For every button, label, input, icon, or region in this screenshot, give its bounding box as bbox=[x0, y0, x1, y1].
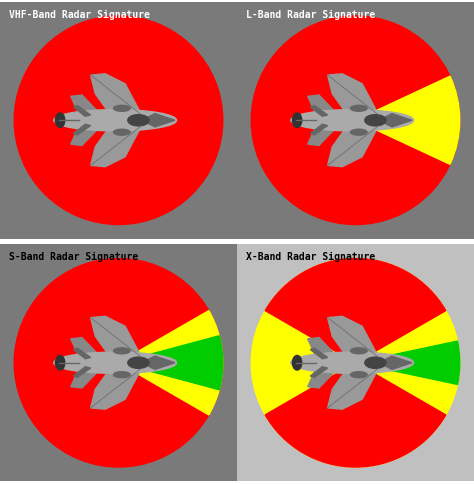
Polygon shape bbox=[91, 368, 142, 409]
Ellipse shape bbox=[350, 348, 367, 354]
Wedge shape bbox=[265, 363, 446, 467]
Ellipse shape bbox=[113, 106, 130, 112]
Ellipse shape bbox=[128, 357, 149, 369]
Polygon shape bbox=[73, 367, 91, 378]
Circle shape bbox=[251, 17, 460, 225]
Wedge shape bbox=[356, 77, 460, 165]
Ellipse shape bbox=[350, 372, 367, 378]
Circle shape bbox=[14, 259, 223, 467]
Polygon shape bbox=[310, 367, 328, 378]
Wedge shape bbox=[118, 311, 223, 415]
Ellipse shape bbox=[128, 115, 149, 127]
Ellipse shape bbox=[113, 130, 130, 136]
Wedge shape bbox=[356, 341, 460, 385]
Polygon shape bbox=[385, 356, 412, 370]
Polygon shape bbox=[91, 317, 142, 358]
Polygon shape bbox=[385, 114, 412, 128]
Ellipse shape bbox=[291, 110, 413, 132]
Polygon shape bbox=[91, 75, 142, 116]
Text: X-Band Radar Signature: X-Band Radar Signature bbox=[246, 252, 376, 262]
Polygon shape bbox=[73, 125, 91, 136]
Ellipse shape bbox=[292, 356, 302, 370]
Polygon shape bbox=[148, 114, 175, 128]
Polygon shape bbox=[308, 338, 336, 356]
Ellipse shape bbox=[113, 348, 130, 354]
Polygon shape bbox=[310, 348, 328, 359]
Polygon shape bbox=[308, 96, 336, 114]
Ellipse shape bbox=[54, 352, 176, 374]
Wedge shape bbox=[265, 259, 446, 363]
Ellipse shape bbox=[55, 114, 65, 128]
Ellipse shape bbox=[350, 130, 367, 136]
Wedge shape bbox=[118, 336, 223, 390]
Polygon shape bbox=[328, 317, 379, 358]
Polygon shape bbox=[310, 106, 328, 117]
Polygon shape bbox=[71, 96, 99, 114]
Ellipse shape bbox=[113, 372, 130, 378]
Polygon shape bbox=[308, 370, 336, 388]
Ellipse shape bbox=[350, 106, 367, 112]
Polygon shape bbox=[73, 106, 91, 117]
Ellipse shape bbox=[292, 114, 302, 128]
Ellipse shape bbox=[291, 352, 413, 374]
Polygon shape bbox=[328, 75, 379, 116]
Polygon shape bbox=[71, 370, 99, 388]
Text: VHF-Band Radar Signature: VHF-Band Radar Signature bbox=[9, 10, 150, 20]
Polygon shape bbox=[73, 348, 91, 359]
Polygon shape bbox=[310, 125, 328, 136]
Polygon shape bbox=[328, 368, 379, 409]
Text: S-Band Radar Signature: S-Band Radar Signature bbox=[9, 252, 139, 262]
Ellipse shape bbox=[365, 357, 386, 369]
Ellipse shape bbox=[54, 110, 176, 132]
Polygon shape bbox=[91, 126, 142, 167]
Circle shape bbox=[14, 17, 223, 225]
Polygon shape bbox=[308, 128, 336, 146]
Ellipse shape bbox=[365, 115, 386, 127]
Polygon shape bbox=[328, 126, 379, 167]
Ellipse shape bbox=[55, 356, 65, 370]
Polygon shape bbox=[71, 338, 99, 356]
Circle shape bbox=[251, 259, 460, 467]
Polygon shape bbox=[148, 356, 175, 370]
Polygon shape bbox=[71, 128, 99, 146]
Text: L-Band Radar Signature: L-Band Radar Signature bbox=[246, 10, 376, 20]
